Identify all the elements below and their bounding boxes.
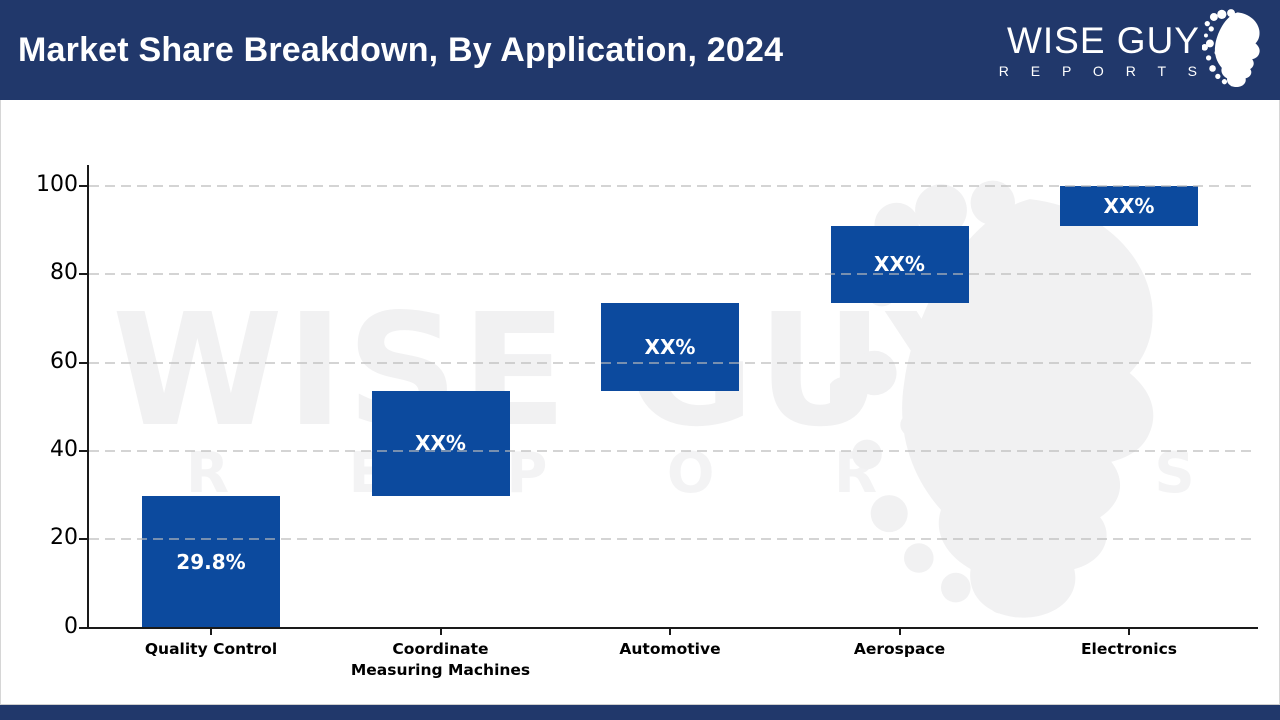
x-tick-mark [210, 628, 212, 635]
x-tick-mark [439, 628, 442, 635]
logo-wordmark: WISE GUY [1006, 19, 1200, 61]
y-tick-label: 100 [36, 172, 78, 197]
x-axis-line [86, 626, 1258, 629]
brand-logo: WISE GUY R E P O R T S [999, 8, 1280, 92]
logo-subtitle: R E P O R T S [998, 62, 1206, 79]
y-tick-mark [79, 185, 87, 187]
x-tick-label-quality-control: Quality Control [144, 640, 278, 658]
bar-coordinate-measuring-machines: XX% [371, 390, 510, 496]
y-tick-label: 80 [50, 260, 78, 286]
gridline [89, 538, 1257, 541]
bar-aerospace: XX% [830, 225, 969, 303]
y-tick-label: 40 [50, 436, 78, 462]
y-tick-label: 60 [50, 348, 78, 374]
value-label: XX% [644, 334, 696, 359]
y-tick-label: 0 [64, 613, 78, 639]
x-tick-label-automotive: Automotive [619, 640, 721, 658]
x-tick-label-coordinate-measuring-machines: Coordinate Measuring Machines [350, 640, 531, 679]
bar-electronics: XX% [1060, 186, 1198, 226]
gridline [89, 273, 1257, 276]
x-tick-label-aerospace: Aerospace [853, 640, 946, 658]
gridline [89, 185, 1257, 187]
value-label: XX% [1103, 193, 1155, 218]
x-tick-mark [1128, 628, 1130, 635]
footer-bar [0, 705, 1280, 720]
logo-head-icon [1202, 9, 1260, 88]
watermark-head-icon [830, 180, 1154, 618]
value-label: 29.8% [176, 549, 246, 574]
page-title: Market Share Breakdown, By Application, … [18, 30, 784, 69]
bar-quality-control: 29.8% [142, 495, 280, 628]
bar-automotive: XX% [601, 302, 739, 391]
gridline [89, 361, 1257, 364]
y-tick-mark [79, 449, 87, 452]
header-bar: Market Share Breakdown, By Application, … [0, 0, 1280, 100]
y-axis-line [86, 165, 89, 628]
x-tick-mark [669, 628, 671, 635]
value-label: XX% [874, 252, 925, 277]
y-tick-mark [79, 538, 87, 541]
y-tick-label: 20 [50, 525, 78, 551]
y-tick-mark [79, 361, 87, 364]
x-tick-label-electronics: Electronics [1080, 640, 1178, 658]
gridline [89, 449, 1257, 452]
y-tick-mark [79, 626, 87, 629]
y-tick-mark [79, 273, 87, 276]
x-tick-mark [898, 628, 901, 635]
